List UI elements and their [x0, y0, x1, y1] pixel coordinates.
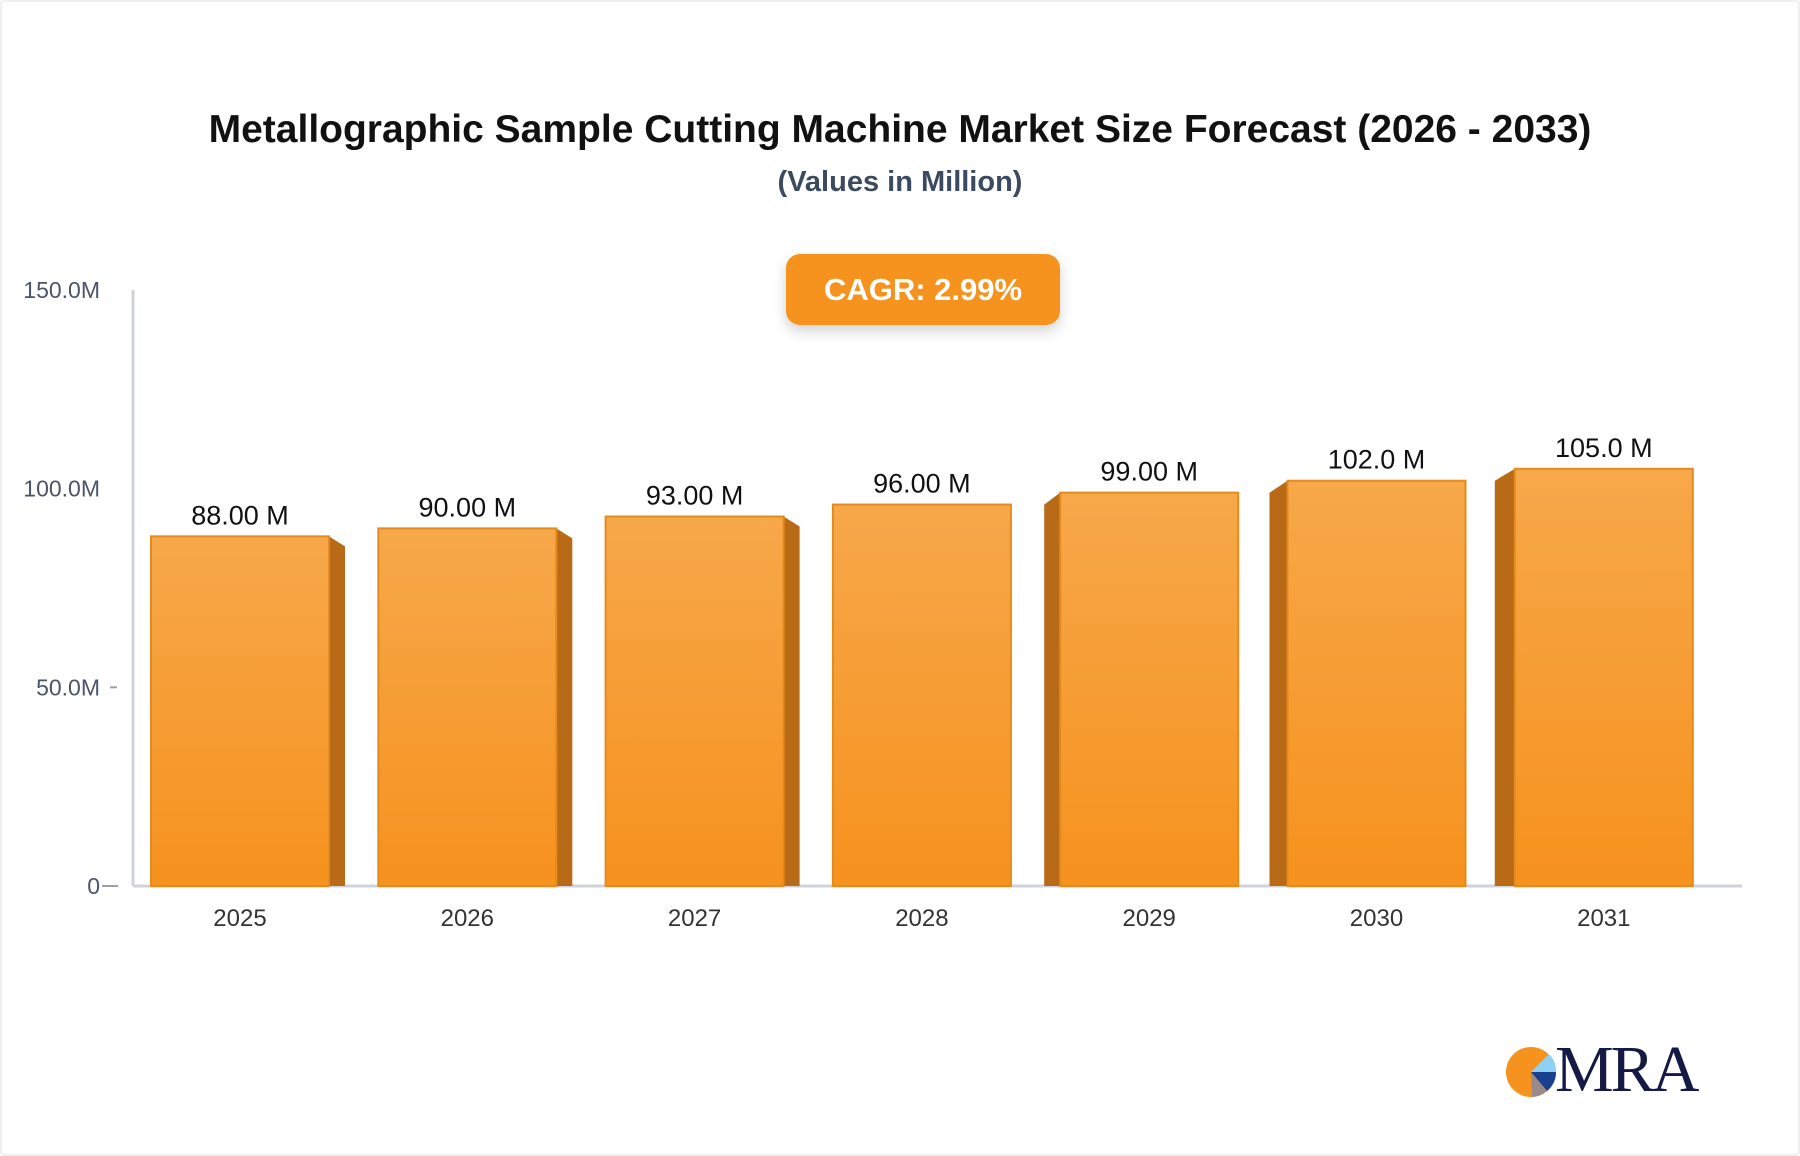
- logo-text: MRA: [1555, 1033, 1699, 1106]
- x-tick-label: 2025: [213, 905, 266, 932]
- y-tick-label: 50.0M: [36, 674, 100, 700]
- bar: [604, 515, 785, 887]
- chart-title: Metallographic Sample Cutting Machine Ma…: [208, 108, 1592, 151]
- data-label: 88.00 M: [191, 500, 289, 530]
- bar-group: 88.00 M 2025: [150, 500, 345, 932]
- x-tick-label: 2031: [1577, 905, 1630, 932]
- bar-group: 90.00 M 2026: [377, 492, 573, 932]
- bar: [1513, 467, 1694, 887]
- bar: [150, 535, 330, 887]
- bar-group: 93.00 M 2027: [604, 480, 800, 932]
- y-tick-label: 100.0M: [23, 476, 100, 502]
- bar-group: 99.00 M 2029: [1044, 457, 1240, 932]
- x-tick-label: 2027: [668, 905, 721, 932]
- bar-group: 102.0 M 2030: [1269, 445, 1467, 932]
- bar-side: [783, 516, 800, 886]
- pie-logo-icon: [1506, 1047, 1557, 1097]
- y-tick-label: 0: [87, 873, 100, 899]
- bar-group: 105.0 M 2031: [1494, 433, 1694, 932]
- data-label: 102.0 M: [1328, 445, 1426, 475]
- x-tick-label: 2028: [895, 905, 948, 932]
- bar-side: [1044, 492, 1061, 886]
- bar: [1286, 479, 1467, 887]
- x-tick-label: 2030: [1350, 905, 1403, 932]
- bar-side: [329, 536, 345, 886]
- x-tick-label: 2029: [1123, 905, 1176, 932]
- data-label: 99.00 M: [1100, 457, 1198, 487]
- cagr-badge: CAGR: 2.99%: [786, 254, 1060, 325]
- x-tick-label: 2026: [441, 905, 494, 932]
- bar-side: [556, 528, 573, 886]
- data-label: 105.0 M: [1555, 433, 1653, 463]
- bar-side: [1494, 468, 1515, 886]
- bar-side: [1269, 480, 1288, 886]
- y-tick-label: 150.0M: [23, 277, 100, 303]
- bar: [1059, 491, 1240, 887]
- bar-group: 96.00 M 2028: [831, 469, 1012, 932]
- chart-subtitle: (Values in Million): [777, 166, 1023, 198]
- bar: [377, 527, 558, 888]
- mra-logo: MRA: [1505, 1033, 1705, 1106]
- data-label: 96.00 M: [873, 469, 971, 499]
- data-label: 90.00 M: [419, 492, 517, 522]
- bar: [831, 503, 1012, 887]
- data-label: 93.00 M: [646, 480, 744, 510]
